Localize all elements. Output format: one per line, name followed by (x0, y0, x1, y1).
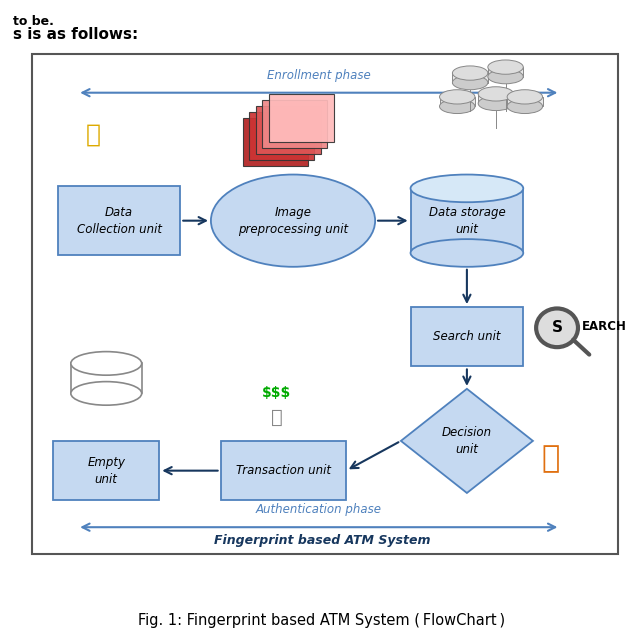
Ellipse shape (71, 381, 142, 405)
FancyBboxPatch shape (249, 112, 314, 160)
Text: Decision
unit: Decision unit (442, 426, 492, 456)
Text: Fingerprint based ATM System: Fingerprint based ATM System (214, 534, 430, 547)
Ellipse shape (488, 60, 523, 74)
Ellipse shape (507, 99, 542, 113)
Ellipse shape (71, 351, 142, 375)
Text: Fig. 1: Fingerprint based ATM System ( FlowChart ): Fig. 1: Fingerprint based ATM System ( F… (138, 613, 506, 628)
Polygon shape (71, 364, 142, 394)
Text: Enrollment phase: Enrollment phase (267, 69, 371, 82)
Polygon shape (507, 97, 542, 106)
Ellipse shape (439, 90, 475, 104)
Text: 🖐: 🖐 (542, 444, 560, 473)
Text: 🤸: 🤸 (271, 408, 283, 427)
FancyBboxPatch shape (262, 100, 327, 148)
FancyBboxPatch shape (243, 118, 308, 166)
Ellipse shape (439, 99, 475, 113)
Text: EARCH: EARCH (582, 319, 627, 333)
FancyBboxPatch shape (58, 186, 180, 255)
Text: $$$: $$$ (262, 387, 292, 400)
Ellipse shape (452, 76, 488, 90)
Ellipse shape (488, 70, 523, 84)
FancyBboxPatch shape (220, 441, 346, 500)
Text: s is as follows:: s is as follows: (13, 28, 138, 42)
Text: Search unit: Search unit (433, 330, 500, 343)
Ellipse shape (410, 239, 523, 267)
Ellipse shape (536, 308, 578, 347)
Ellipse shape (478, 96, 514, 111)
Text: Authentication phase: Authentication phase (256, 504, 382, 516)
Text: to be.: to be. (13, 15, 53, 28)
Text: Data
Collection unit: Data Collection unit (77, 205, 162, 236)
FancyBboxPatch shape (410, 307, 523, 367)
Ellipse shape (452, 66, 488, 80)
Ellipse shape (211, 175, 375, 267)
Text: Image
preprocessing unit: Image preprocessing unit (238, 205, 348, 236)
Polygon shape (488, 67, 523, 77)
Polygon shape (410, 188, 523, 253)
Text: 👷: 👷 (86, 122, 101, 147)
Ellipse shape (410, 175, 523, 202)
Polygon shape (401, 389, 533, 493)
Text: Empty
unit: Empty unit (87, 456, 126, 486)
FancyBboxPatch shape (269, 94, 334, 142)
Polygon shape (452, 73, 488, 83)
Text: S: S (551, 320, 563, 335)
Text: Data storage
unit: Data storage unit (428, 205, 506, 236)
FancyBboxPatch shape (53, 441, 159, 500)
Polygon shape (439, 97, 475, 106)
Text: Transaction unit: Transaction unit (236, 464, 331, 477)
FancyBboxPatch shape (256, 106, 321, 154)
Polygon shape (478, 94, 514, 104)
FancyBboxPatch shape (32, 54, 618, 554)
Ellipse shape (507, 90, 542, 104)
Ellipse shape (478, 87, 514, 101)
